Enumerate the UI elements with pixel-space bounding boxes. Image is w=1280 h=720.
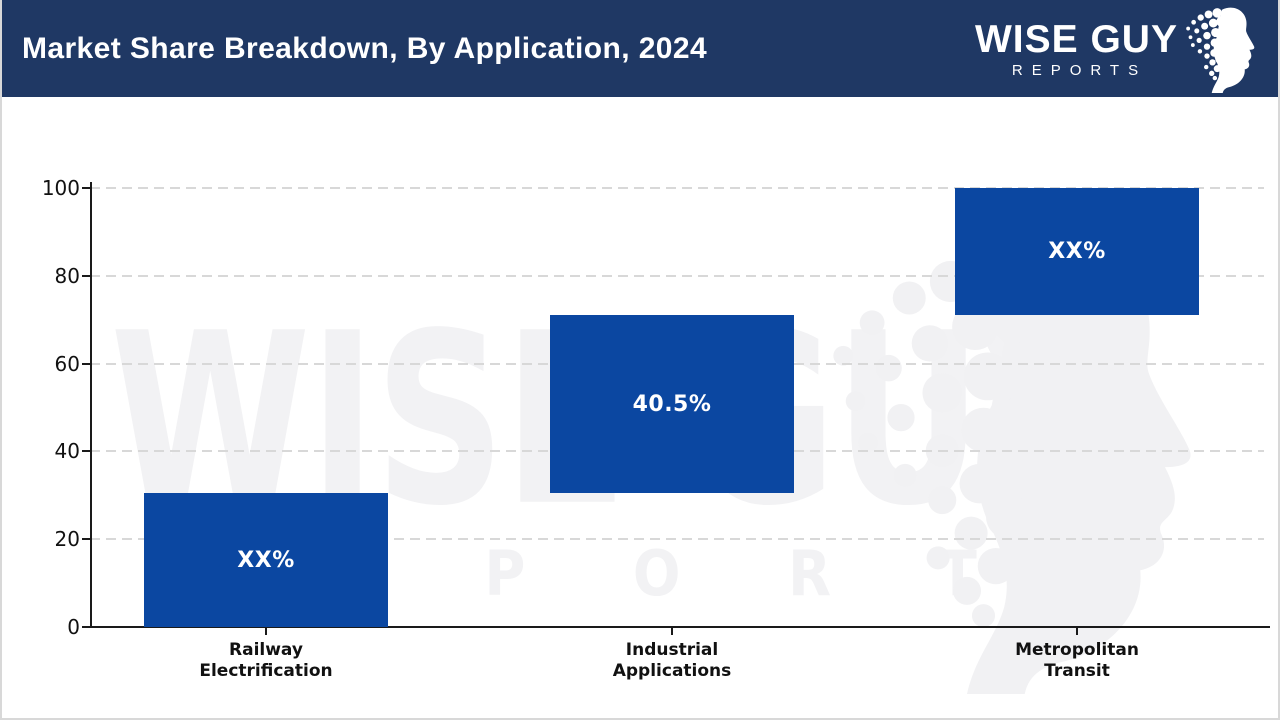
x-axis-line: [90, 626, 1270, 628]
chart-title: Market Share Breakdown, By Application, …: [22, 31, 708, 65]
bar-value-label: XX%: [237, 547, 295, 573]
x-category-label-line: Applications: [612, 661, 732, 681]
bar-value-label: 40.5%: [632, 391, 712, 417]
y-tick-label-80: 80: [54, 263, 80, 288]
y-tick-mark-100: [82, 186, 90, 189]
x-category-label-line: Metropolitan: [1015, 640, 1139, 660]
header-bar: Market Share Breakdown, By Application, …: [2, 0, 1278, 97]
y-tick-label-0: 0: [67, 615, 80, 640]
gridline-100: [90, 186, 1264, 189]
bar-segment: XX%: [955, 187, 1199, 316]
y-tick-label-40: 40: [54, 439, 80, 464]
x-category-label-line: Electrification: [199, 661, 333, 681]
x-tick-mark: [1076, 628, 1078, 635]
x-category-label-line: Transit: [1044, 661, 1110, 681]
logo-text: WISE GUY REPORTS: [974, 17, 1178, 79]
bar-value-label: XX%: [1048, 238, 1106, 264]
y-tick-mark-0: [82, 626, 90, 629]
bar-segment: XX%: [144, 493, 388, 628]
y-tick-mark-80: [82, 274, 90, 277]
logo-brand-text: WISE GUY: [974, 17, 1178, 61]
x-category-label-line: Industrial: [625, 640, 719, 660]
x-category-label: Industrial Applications: [512, 640, 832, 682]
x-category-label: Metropolitan Transit: [917, 640, 1237, 682]
y-axis-line: [90, 182, 92, 628]
y-tick-mark-20: [82, 538, 90, 541]
gridline-80: [90, 274, 1264, 277]
x-category-label: Railway Electrification: [106, 640, 426, 682]
y-tick-mark-40: [82, 450, 90, 453]
x-tick-mark: [671, 628, 673, 635]
y-tick-label-60: 60: [54, 351, 80, 376]
y-tick-mark-60: [82, 362, 90, 365]
bar-segment: 40.5%: [550, 315, 794, 494]
gridline-20: [90, 538, 1264, 541]
x-category-label-line: Railway: [229, 640, 303, 660]
logo-sub-text: REPORTS: [1011, 61, 1148, 79]
x-tick-mark: [265, 628, 267, 635]
y-tick-label-100: 100: [41, 175, 80, 200]
wiseguy-logo: WISE GUY REPORTS: [975, 4, 1264, 94]
y-tick-label-20: 20: [54, 527, 80, 552]
wiseguy-face-icon: [1172, 5, 1264, 93]
